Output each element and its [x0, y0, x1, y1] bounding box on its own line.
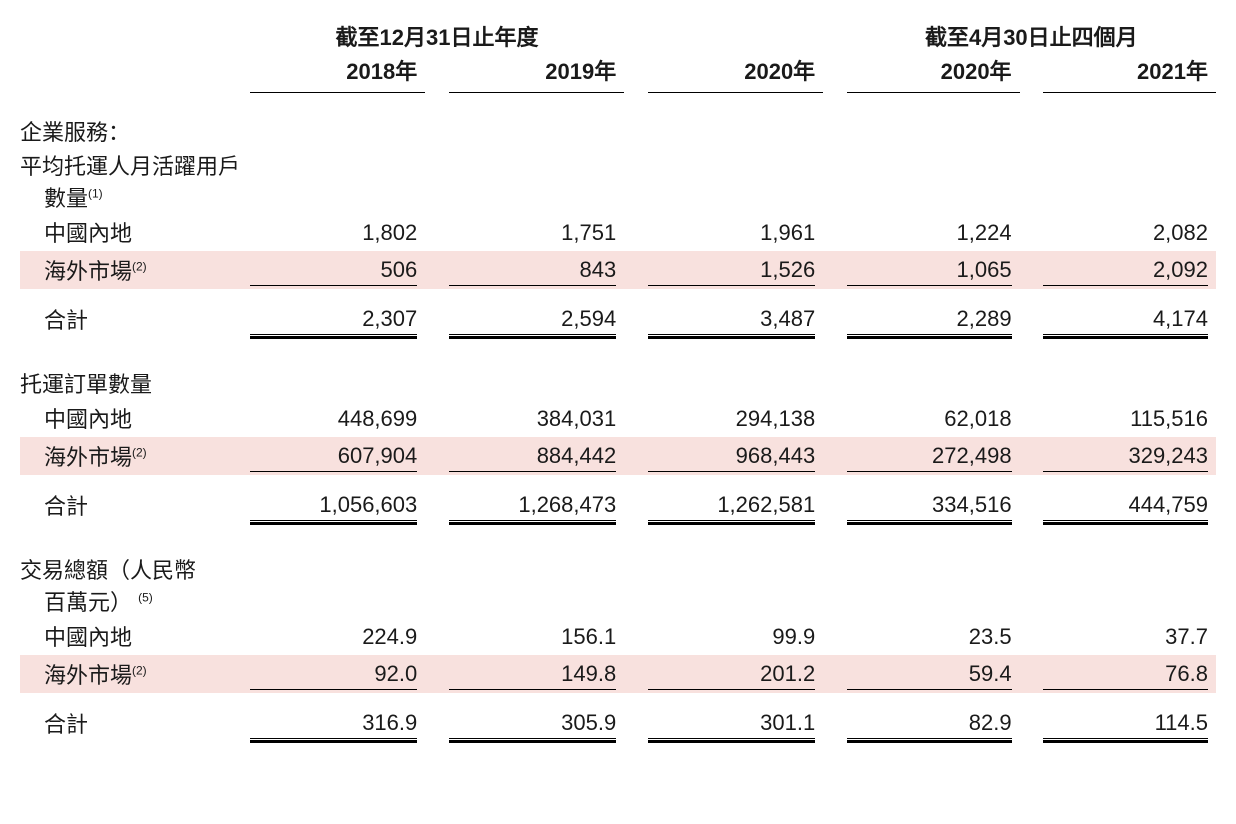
s1-r2-c3: 1,526: [648, 254, 816, 286]
s1-row2-label: 海外市場: [44, 259, 132, 284]
s3-r1-c3: 99.9: [648, 621, 816, 652]
col-header-2018: 2018年: [250, 54, 426, 93]
section-3-title-line2: 百萬元） (5): [20, 585, 1216, 617]
s2-t-c3: 1,262,581: [648, 489, 816, 521]
section-1-sublabel-line1: 平均托運人月活躍用戶: [20, 149, 1216, 181]
s2-r2-c1: 607,904: [250, 440, 418, 472]
s2-r2-c5: 329,243: [1043, 440, 1208, 472]
s1-sublabel-1: 平均托運人月活躍用戶: [20, 154, 240, 179]
s2-r1-c5: 115,516: [1043, 403, 1208, 434]
s3-row-china: 中國內地 224.9 156.1 99.9 23.5 37.7: [20, 617, 1216, 655]
s3-t-c1: 316.9: [250, 707, 418, 739]
s2-r2-c3: 968,443: [648, 440, 816, 472]
s3-t-c2: 305.9: [449, 707, 617, 739]
section-1-title: 企業服務：: [20, 101, 1216, 149]
section-1-sublabel-line2: 數量(1): [20, 181, 1216, 213]
header-group-1: 截至12月31日止年度: [250, 20, 624, 54]
s3-title-2: 百萬元）: [44, 590, 132, 615]
s1-t-c3: 3,487: [648, 303, 816, 335]
s2-row2-note: (2): [132, 445, 147, 459]
s2-row1-label: 中國內地: [44, 407, 132, 432]
s1-row1-label: 中國內地: [44, 221, 132, 246]
s3-row2-label: 海外市場: [44, 663, 132, 688]
s3-row-overseas: 海外市場(2) 92.0 149.8 201.2 59.4 76.8: [20, 655, 1216, 693]
s2-r2-c2: 884,442: [449, 440, 617, 472]
s2-row-china: 中國內地 448,699 384,031 294,138 62,018 115,…: [20, 399, 1216, 437]
s2-t-c2: 1,268,473: [449, 489, 617, 521]
s3-r2-c5: 76.8: [1043, 658, 1208, 690]
s2-r1-c2: 384,031: [449, 403, 617, 434]
s3-total: 合計 316.9 305.9 301.1 82.9 114.5: [20, 693, 1216, 743]
s1-total: 合計 2,307 2,594 3,487 2,289 4,174: [20, 289, 1216, 339]
s3-r2-c1: 92.0: [250, 658, 418, 690]
s1-r1-c5: 2,082: [1043, 217, 1208, 248]
s2-t-c5: 444,759: [1043, 489, 1208, 521]
s3-r1-c1: 224.9: [250, 621, 418, 652]
s1-r2-c2: 843: [449, 254, 617, 286]
s3-r1-c4: 23.5: [847, 621, 1012, 652]
s1-r1-c1: 1,802: [250, 217, 418, 248]
s3-r2-c2: 149.8: [449, 658, 617, 690]
s2-t-c1: 1,056,603: [250, 489, 418, 521]
s1-r2-c1: 506: [250, 254, 418, 286]
s2-total-label: 合計: [44, 494, 88, 519]
section-2-title: 托運訂單數量: [20, 367, 1216, 399]
section-1-title-text: 企業服務：: [20, 120, 130, 145]
s1-r2-c4: 1,065: [847, 254, 1012, 286]
s1-t-c5: 4,174: [1043, 303, 1208, 335]
s1-row2-note: (2): [132, 259, 147, 273]
s3-r1-c2: 156.1: [449, 621, 617, 652]
header-group-2: 截至4月30日止四個月: [847, 20, 1216, 54]
s3-row2-note: (2): [132, 663, 147, 677]
s3-r2-c4: 59.4: [847, 658, 1012, 690]
s3-total-label: 合計: [44, 712, 88, 737]
data-table: 截至12月31日止年度 截至4月30日止四個月 2018年 2019年 2020…: [20, 20, 1216, 743]
s3-t-c5: 114.5: [1043, 707, 1208, 739]
s2-r2-c4: 272,498: [847, 440, 1012, 472]
s1-sublabel-2: 數量: [44, 186, 88, 211]
s3-t-c3: 301.1: [648, 707, 816, 739]
col-header-2020a: 2020年: [648, 54, 824, 93]
s3-r2-c3: 201.2: [648, 658, 816, 690]
s1-row-overseas: 海外市場(2) 506 843 1,526 1,065 2,092: [20, 251, 1216, 289]
financial-table: 截至12月31日止年度 截至4月30日止四個月 2018年 2019年 2020…: [20, 20, 1216, 743]
s2-row2-label: 海外市場: [44, 445, 132, 470]
s2-row-overseas: 海外市場(2) 607,904 884,442 968,443 272,498 …: [20, 437, 1216, 475]
s1-footnote-1: (1): [88, 186, 103, 200]
s2-t-c4: 334,516: [847, 489, 1012, 521]
s2-r1-c1: 448,699: [250, 403, 418, 434]
s2-total: 合計 1,056,603 1,268,473 1,262,581 334,516…: [20, 475, 1216, 525]
header-years-row: 2018年 2019年 2020年 2020年 2021年: [20, 54, 1216, 93]
section-3-title-line1: 交易總額（人民幣: [20, 553, 1216, 585]
s2-title-text: 托運訂單數量: [20, 372, 152, 397]
s1-row-china: 中國內地 1,802 1,751 1,961 1,224 2,082: [20, 213, 1216, 251]
s3-title-note: (5): [138, 590, 153, 604]
col-header-2021: 2021年: [1043, 54, 1216, 93]
s3-row1-label: 中國內地: [44, 625, 132, 650]
s3-t-c4: 82.9: [847, 707, 1012, 739]
col-header-2019: 2019年: [449, 54, 625, 93]
s1-r1-c4: 1,224: [847, 217, 1012, 248]
col-header-2020b: 2020年: [847, 54, 1020, 93]
s3-r1-c5: 37.7: [1043, 621, 1208, 652]
s1-t-c2: 2,594: [449, 303, 617, 335]
s2-r1-c4: 62,018: [847, 403, 1012, 434]
s1-t-c1: 2,307: [250, 303, 418, 335]
s2-r1-c3: 294,138: [648, 403, 816, 434]
s3-title-1: 交易總額（人民幣: [20, 558, 196, 583]
s1-r1-c3: 1,961: [648, 217, 816, 248]
s1-r1-c2: 1,751: [449, 217, 617, 248]
s1-t-c4: 2,289: [847, 303, 1012, 335]
s1-r2-c5: 2,092: [1043, 254, 1208, 286]
header-group-row: 截至12月31日止年度 截至4月30日止四個月: [20, 20, 1216, 54]
s1-total-label: 合計: [44, 308, 88, 333]
